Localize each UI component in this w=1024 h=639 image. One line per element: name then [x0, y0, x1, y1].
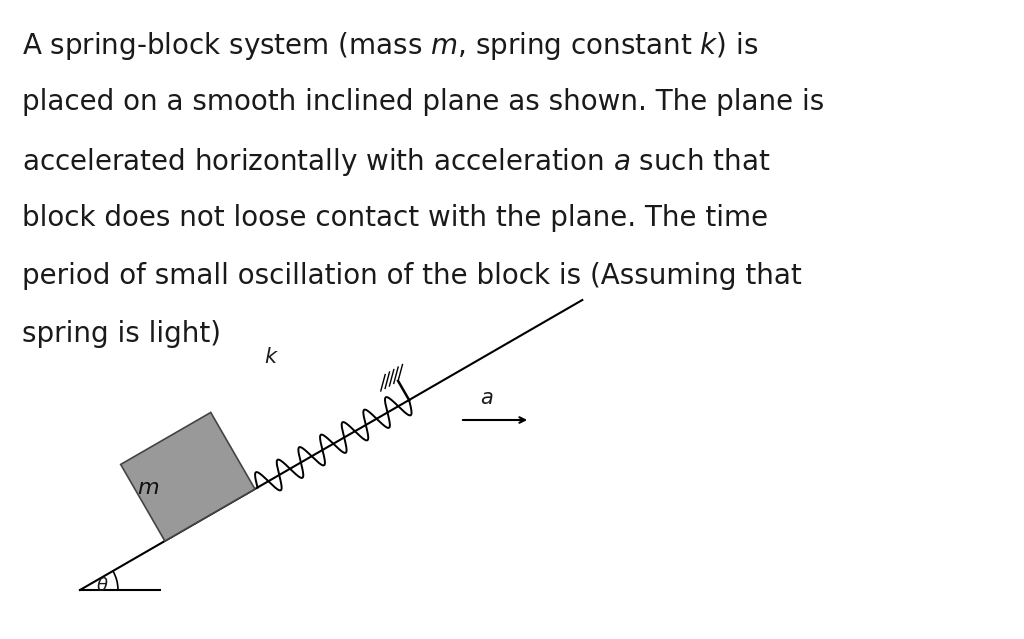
Text: period of small oscillation of the block is (Assuming that: period of small oscillation of the block…: [22, 262, 802, 290]
Text: m: m: [137, 478, 159, 498]
Text: θ: θ: [97, 577, 108, 595]
Text: A spring-block system (mass $\mathit{m}$, spring constant $\mathit{k}$) is: A spring-block system (mass $\mathit{m}$…: [22, 30, 759, 62]
Text: spring is light): spring is light): [22, 320, 221, 348]
Polygon shape: [121, 412, 255, 541]
Text: block does not loose contact with the plane. The time: block does not loose contact with the pl…: [22, 204, 768, 232]
Text: k: k: [264, 347, 276, 367]
Text: a: a: [480, 388, 493, 408]
Text: placed on a smooth inclined plane as shown. The plane is: placed on a smooth inclined plane as sho…: [22, 88, 824, 116]
Text: accelerated horizontally with acceleration $\mathit{a}$ such that: accelerated horizontally with accelerati…: [22, 146, 770, 178]
